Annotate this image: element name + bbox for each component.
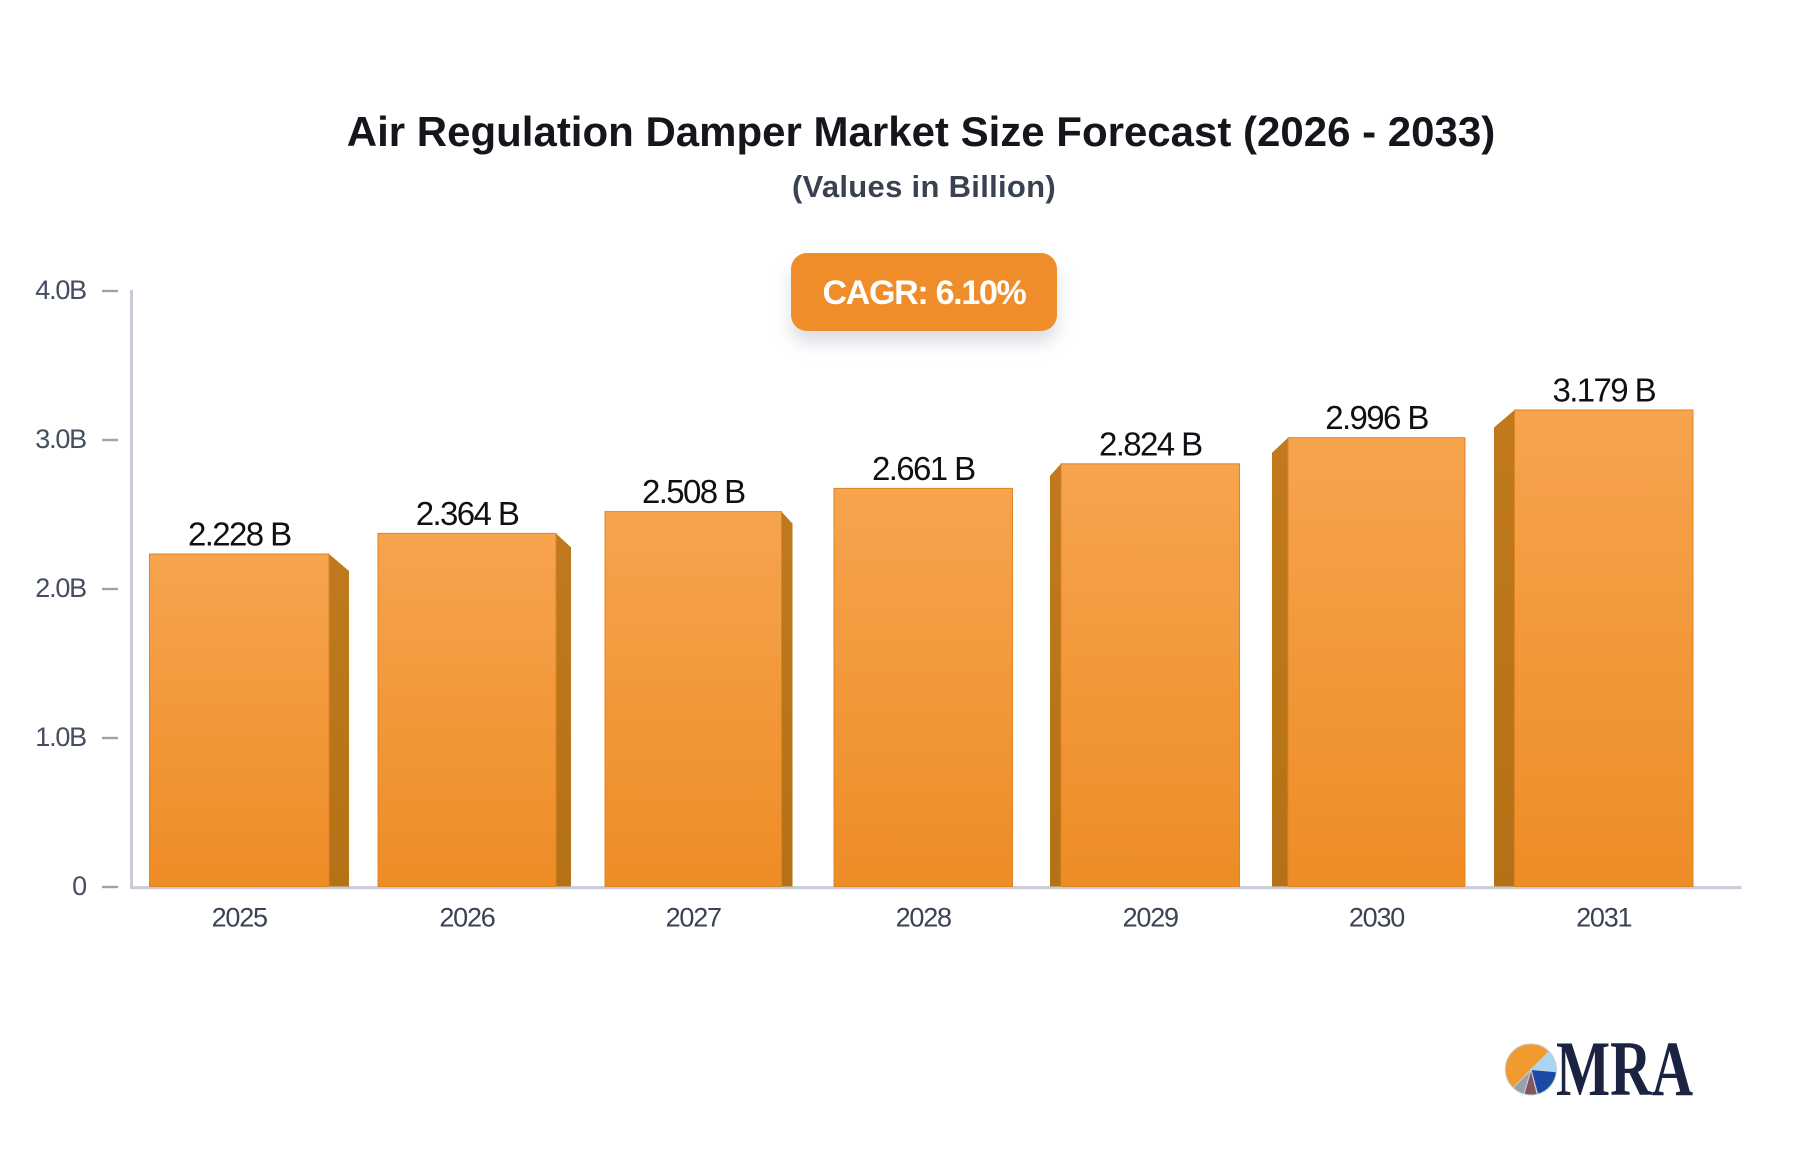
- svg-text:2.364 B: 2.364 B: [416, 495, 519, 532]
- svg-text:MRA: MRA: [1556, 1025, 1693, 1112]
- svg-text:2.661 B: 2.661 B: [872, 450, 975, 487]
- svg-text:2025: 2025: [212, 903, 267, 933]
- svg-text:2026: 2026: [439, 903, 494, 933]
- svg-text:2.228 B: 2.228 B: [188, 516, 291, 553]
- svg-text:0: 0: [72, 871, 86, 901]
- svg-text:3.179 B: 3.179 B: [1552, 372, 1655, 409]
- svg-text:2030: 2030: [1349, 903, 1404, 933]
- svg-text:2029: 2029: [1123, 903, 1178, 933]
- svg-text:1.0B: 1.0B: [35, 722, 86, 752]
- svg-text:2.824 B: 2.824 B: [1099, 425, 1202, 462]
- svg-text:2.0B: 2.0B: [35, 573, 86, 603]
- svg-text:2028: 2028: [896, 903, 951, 933]
- svg-text:2.996 B: 2.996 B: [1325, 399, 1428, 436]
- svg-text:3.0B: 3.0B: [35, 424, 86, 454]
- svg-text:2031: 2031: [1576, 903, 1631, 933]
- svg-text:Air Regulation Damper Market S: Air Regulation Damper Market Size Foreca…: [347, 108, 1495, 155]
- svg-text:2027: 2027: [666, 903, 721, 933]
- svg-text:2.508 B: 2.508 B: [642, 473, 745, 510]
- svg-text:(Values in Billion): (Values in Billion): [792, 169, 1056, 204]
- svg-text:CAGR: 6.10%: CAGR: 6.10%: [823, 274, 1027, 312]
- svg-text:4.0B: 4.0B: [35, 275, 86, 305]
